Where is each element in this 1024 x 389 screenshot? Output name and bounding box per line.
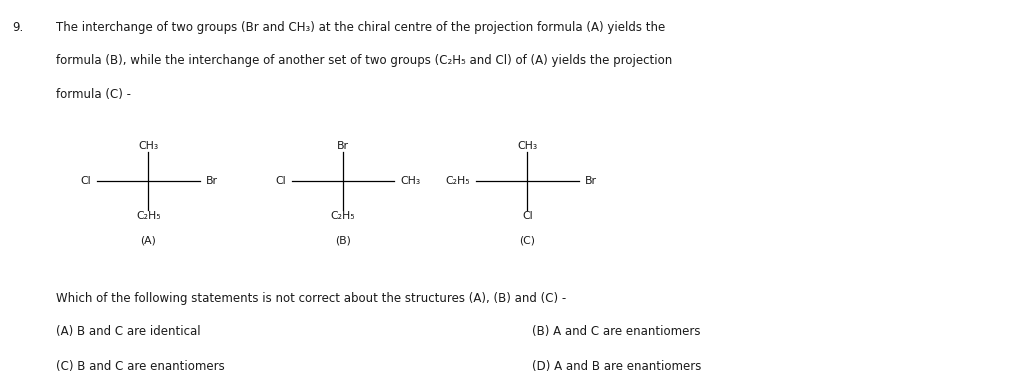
Text: 9.: 9. xyxy=(12,21,24,34)
Text: C₂H₅: C₂H₅ xyxy=(331,211,355,221)
Text: Br: Br xyxy=(206,176,218,186)
Text: (C): (C) xyxy=(519,235,536,245)
Text: formula (B), while the interchange of another set of two groups (C₂H₅ and Cl) of: formula (B), while the interchange of an… xyxy=(56,54,673,67)
Text: C₂H₅: C₂H₅ xyxy=(445,176,470,186)
Text: Cl: Cl xyxy=(522,211,532,221)
Text: CH₃: CH₃ xyxy=(138,140,159,151)
Text: formula (C) -: formula (C) - xyxy=(56,88,131,100)
Text: Br: Br xyxy=(337,140,349,151)
Text: (A): (A) xyxy=(140,235,157,245)
Text: CH₃: CH₃ xyxy=(400,176,421,186)
Text: (B) A and C are enantiomers: (B) A and C are enantiomers xyxy=(532,325,701,338)
Text: The interchange of two groups (Br and CH₃) at the chiral centre of the projectio: The interchange of two groups (Br and CH… xyxy=(56,21,666,34)
Text: (B): (B) xyxy=(335,235,351,245)
Text: C₂H₅: C₂H₅ xyxy=(136,211,161,221)
Text: Br: Br xyxy=(585,176,597,186)
Text: CH₃: CH₃ xyxy=(517,140,538,151)
Text: Cl: Cl xyxy=(81,176,91,186)
Text: Cl: Cl xyxy=(275,176,286,186)
Text: (A) B and C are identical: (A) B and C are identical xyxy=(56,325,201,338)
Text: (C) B and C are enantiomers: (C) B and C are enantiomers xyxy=(56,360,225,373)
Text: (D) A and B are enantiomers: (D) A and B are enantiomers xyxy=(532,360,701,373)
Text: Which of the following statements is not correct about the structures (A), (B) a: Which of the following statements is not… xyxy=(56,292,566,305)
